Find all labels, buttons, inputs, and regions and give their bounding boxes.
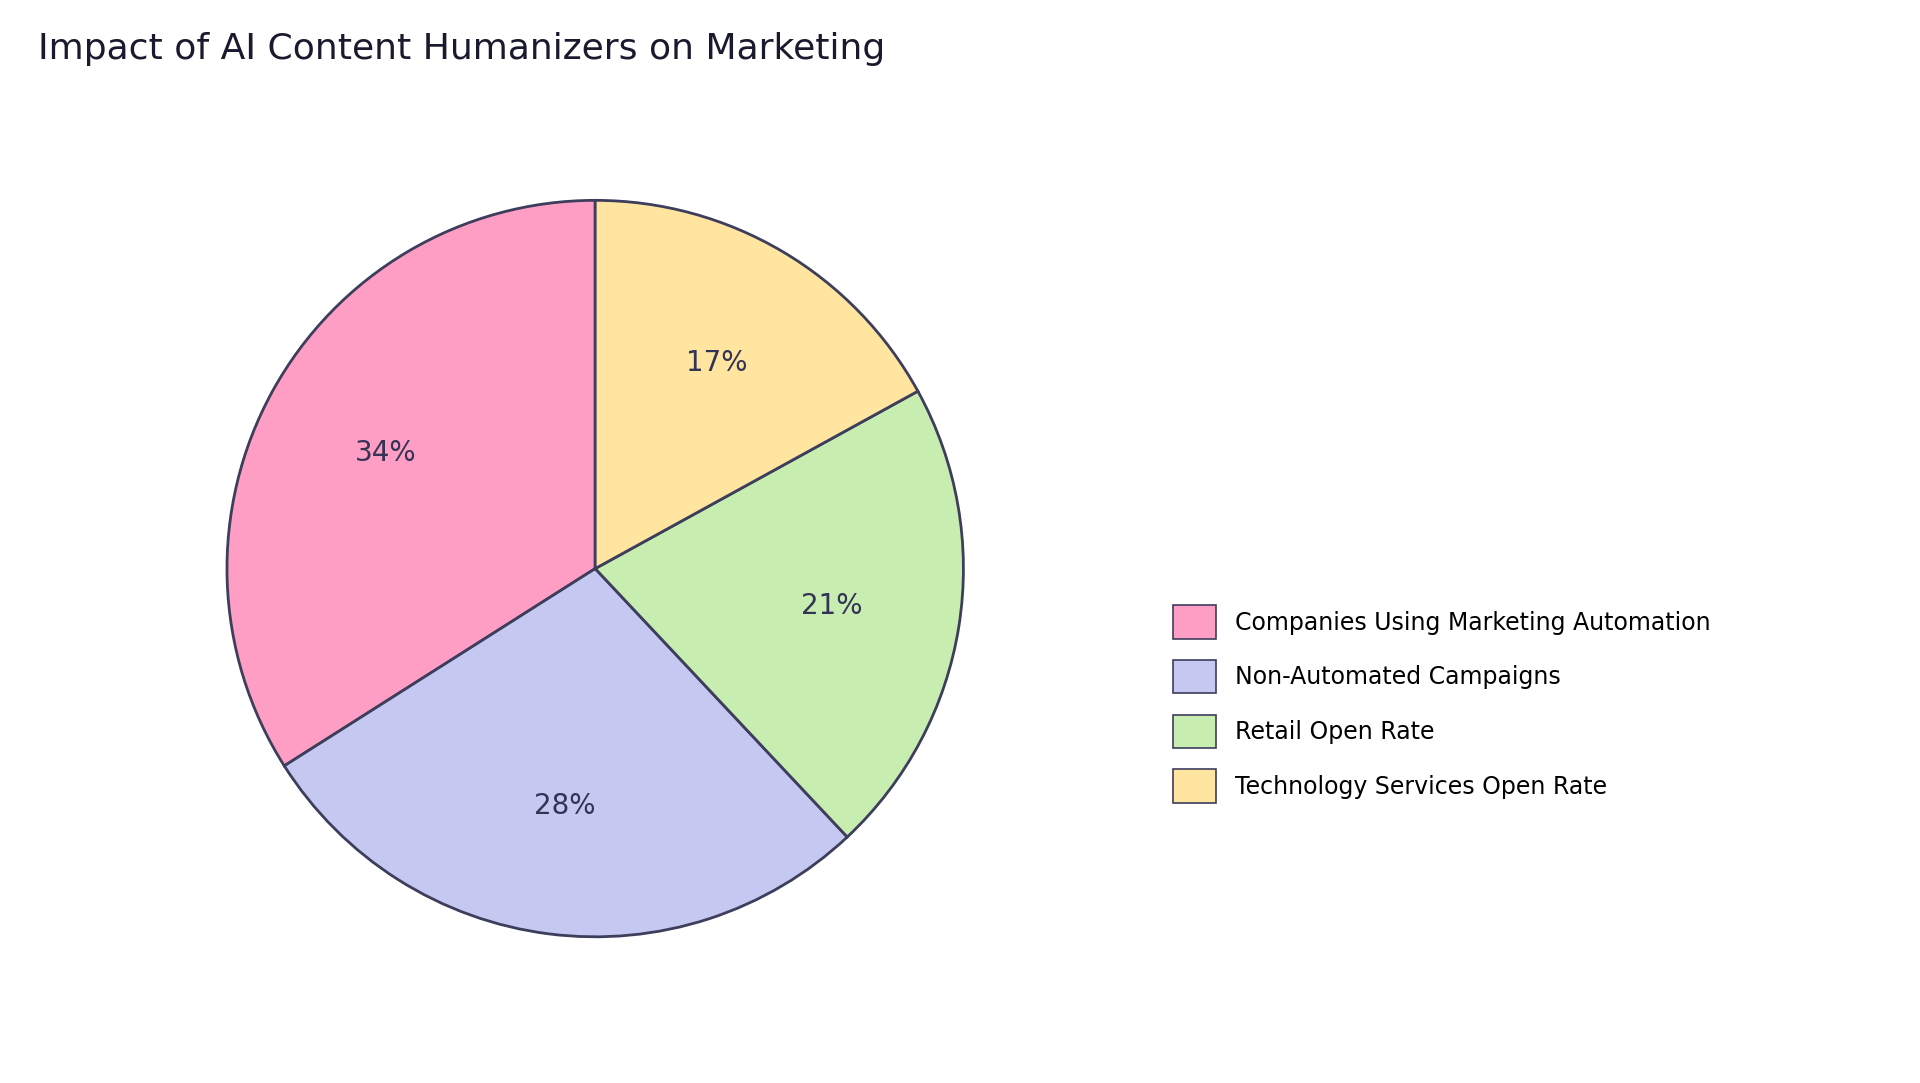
Text: 21%: 21%	[801, 592, 862, 619]
Text: 28%: 28%	[534, 792, 595, 820]
Text: Impact of AI Content Humanizers on Marketing: Impact of AI Content Humanizers on Marke…	[38, 32, 885, 66]
Wedge shape	[595, 391, 964, 837]
Legend: Companies Using Marketing Automation, Non-Automated Campaigns, Retail Open Rate,: Companies Using Marketing Automation, No…	[1164, 596, 1720, 812]
Text: 17%: 17%	[685, 349, 747, 377]
Wedge shape	[284, 569, 847, 937]
Text: 34%: 34%	[355, 440, 417, 467]
Wedge shape	[227, 200, 595, 766]
Wedge shape	[595, 200, 918, 569]
